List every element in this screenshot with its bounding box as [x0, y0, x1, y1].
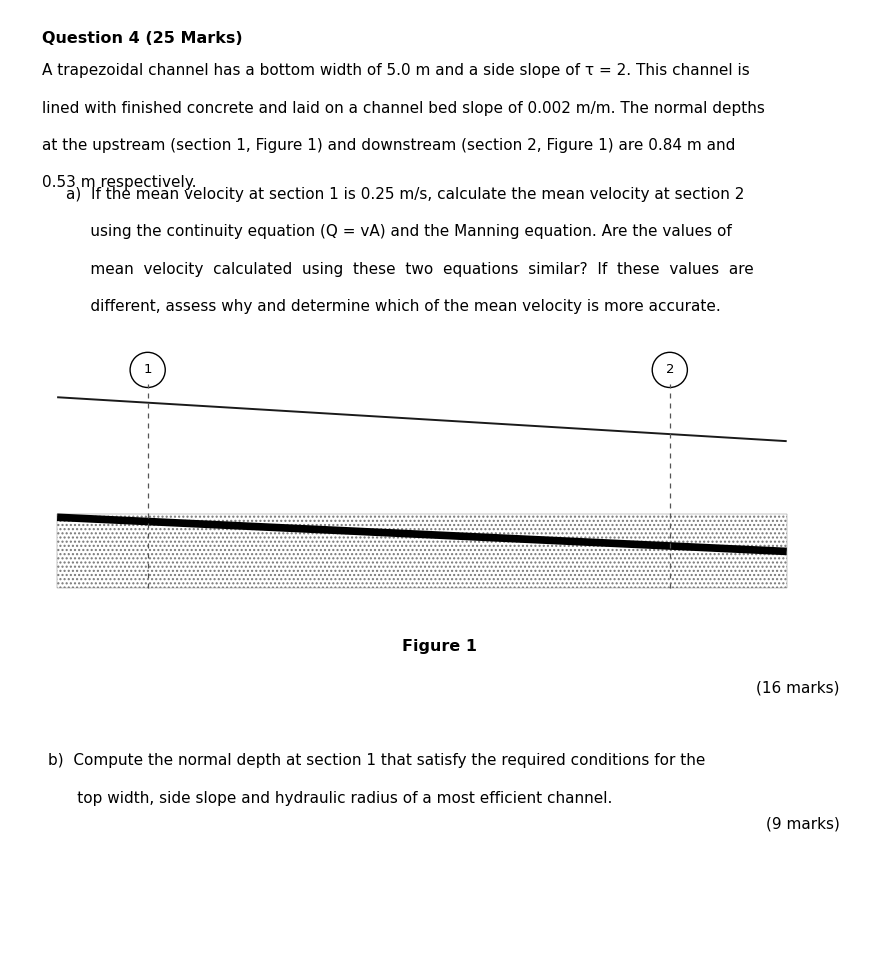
Text: 1: 1 — [143, 363, 152, 377]
Bar — [57, 514, 786, 588]
Text: Question 4 (25 Marks): Question 4 (25 Marks) — [42, 31, 242, 46]
Text: using the continuity equation (Q = vA) and the Manning equation. Are the values : using the continuity equation (Q = vA) a… — [66, 224, 730, 239]
Text: Figure 1: Figure 1 — [401, 639, 477, 654]
Text: lined with finished concrete and laid on a channel bed slope of 0.002 m/m. The n: lined with finished concrete and laid on… — [42, 101, 764, 115]
Text: 0.53 m respectively.: 0.53 m respectively. — [42, 175, 197, 189]
Text: mean  velocity  calculated  using  these  two  equations  similar?  If  these  v: mean velocity calculated using these two… — [66, 262, 752, 276]
Text: A trapezoidal channel has a bottom width of 5.0 m and a side slope of τ = 2. Thi: A trapezoidal channel has a bottom width… — [42, 63, 749, 78]
Text: different, assess why and determine which of the mean velocity is more accurate.: different, assess why and determine whic… — [66, 299, 720, 313]
Text: b)  Compute the normal depth at section 1 that satisfy the required conditions f: b) Compute the normal depth at section 1… — [48, 753, 705, 768]
Text: (9 marks): (9 marks) — [765, 817, 838, 832]
Text: top width, side slope and hydraulic radius of a most efficient channel.: top width, side slope and hydraulic radi… — [48, 791, 612, 805]
Text: at the upstream (section 1, Figure 1) and downstream (section 2, Figure 1) are 0: at the upstream (section 1, Figure 1) an… — [42, 138, 735, 152]
Text: (16 marks): (16 marks) — [755, 680, 838, 695]
Text: 2: 2 — [665, 363, 673, 377]
Text: a)  If the mean velocity at section 1 is 0.25 m/s, calculate the mean velocity a: a) If the mean velocity at section 1 is … — [66, 187, 744, 202]
